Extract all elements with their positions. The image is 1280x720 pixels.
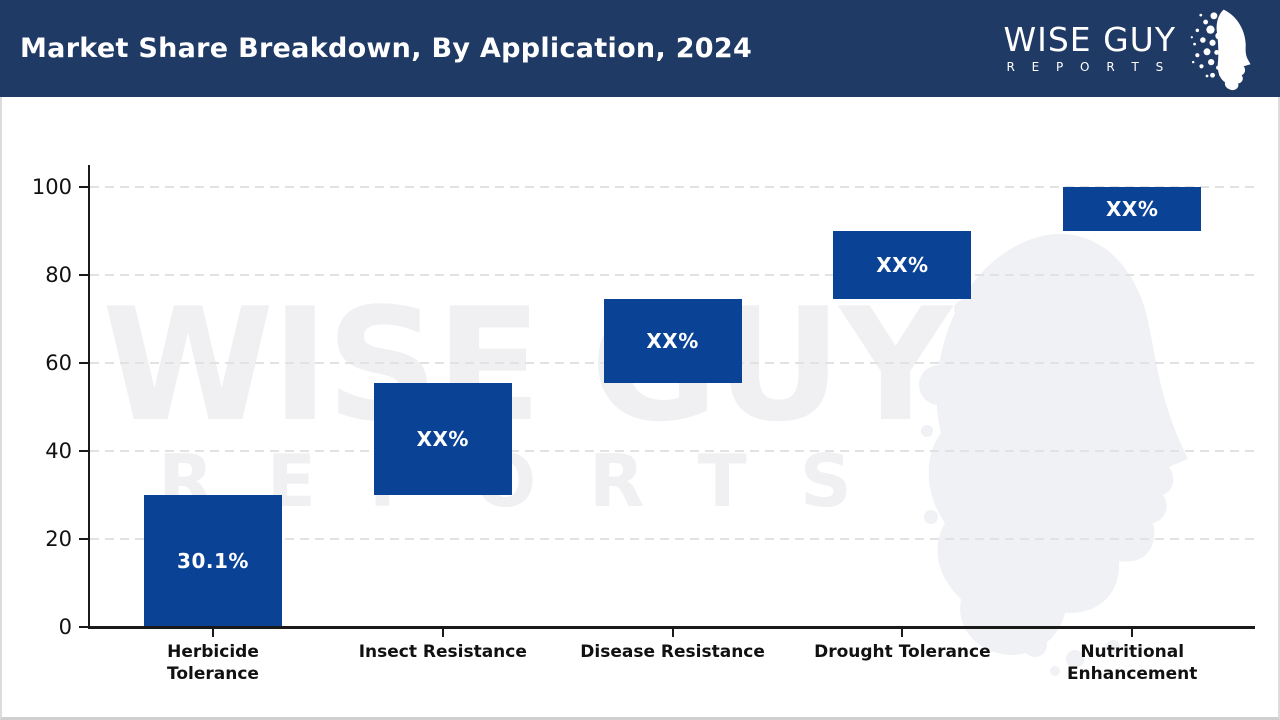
logo-wordmark: WISE GUY xyxy=(1003,20,1176,59)
gridline xyxy=(90,538,1255,540)
x-tick-mark xyxy=(1131,628,1134,637)
x-tick-label: Disease Resistance xyxy=(580,642,765,662)
logo-head-icon xyxy=(1190,9,1251,90)
gridline xyxy=(90,186,1255,188)
page-header: Market Share Breakdown, By Application, … xyxy=(0,0,1280,97)
y-tick-mark xyxy=(79,626,88,628)
bar-value-label: XX% xyxy=(876,253,929,278)
y-axis xyxy=(88,165,90,629)
y-tick-mark xyxy=(79,538,88,540)
logo-text: WISE GUY R E P O R T S xyxy=(1003,23,1176,74)
y-tick-mark xyxy=(79,186,88,188)
bar-value-label: XX% xyxy=(1105,197,1159,221)
x-tick-label: Drought Tolerance xyxy=(814,642,991,662)
bar: 30.1% xyxy=(144,494,282,627)
bar: XX% xyxy=(833,231,972,300)
y-tick-mark xyxy=(79,362,88,364)
y-tick-label: 80 xyxy=(45,263,72,287)
y-tick-label: 40 xyxy=(45,439,72,463)
x-tick-label: Herbicide Tolerance xyxy=(167,642,259,685)
chart-canvas: WISE GUY R E P O R T S 0 20 40 60 80 100 30.1%… xyxy=(0,97,1280,720)
wiseguy-logo: WISE GUY R E P O R T S xyxy=(1003,6,1254,92)
y-tick-label: 100 xyxy=(31,175,72,199)
y-tick-label: 20 xyxy=(45,527,72,551)
y-tick-mark xyxy=(79,274,88,276)
bar-value-label: XX% xyxy=(416,426,469,451)
bar-value-label: 30.1% xyxy=(177,548,249,573)
gridline xyxy=(90,274,1255,276)
bar: XX% xyxy=(373,382,512,495)
bar: XX% xyxy=(603,299,742,383)
x-tick-label: Nutritional Enhancement xyxy=(1066,642,1198,685)
y-tick-label: 0 xyxy=(58,615,72,639)
bar-value-label: XX% xyxy=(646,328,699,353)
gridline xyxy=(90,450,1255,452)
x-tick-mark xyxy=(671,628,674,637)
x-tick-mark xyxy=(441,628,444,637)
bar: XX% xyxy=(1063,187,1202,231)
y-tick-mark xyxy=(79,450,88,452)
x-axis xyxy=(88,626,1255,629)
x-tick-mark xyxy=(212,628,214,637)
plot-area: 0 20 40 60 80 100 30.1% Herbicide Tolerance XX% I… xyxy=(32,157,1255,684)
x-tick-mark xyxy=(901,628,904,637)
x-tick-label: Insect Resistance xyxy=(358,642,527,662)
page-title: Market Share Breakdown, By Application, … xyxy=(20,33,753,64)
y-tick-label: 60 xyxy=(45,351,72,375)
logo-subtitle: R E P O R T S xyxy=(1006,60,1170,74)
